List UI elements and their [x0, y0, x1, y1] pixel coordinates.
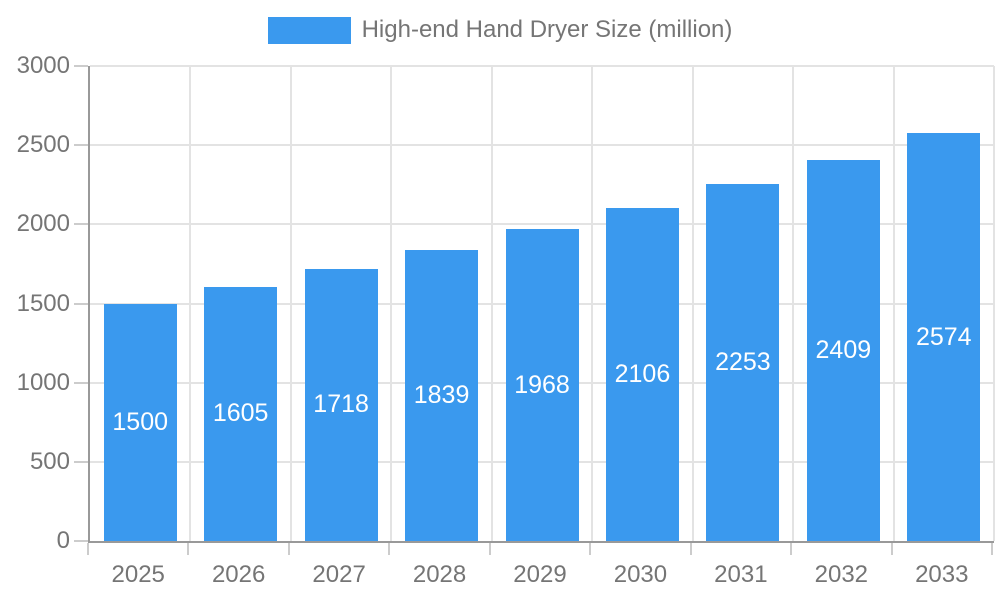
x-tick: [287, 543, 290, 555]
y-tick: [74, 144, 88, 147]
x-tick: [790, 543, 793, 555]
y-tick-label: 1500: [16, 289, 70, 317]
y-tick-label: 500: [29, 447, 70, 475]
legend-label: High-end Hand Dryer Size (million): [361, 16, 733, 43]
bar[interactable]: 1839: [405, 249, 479, 541]
x-tick-label: 2026: [211, 561, 266, 588]
x-tick-label: 2029: [513, 561, 567, 588]
x-tick: [589, 543, 592, 555]
bar-value-label: 1839: [413, 380, 470, 409]
plot-area: 1500 1605 1718 1839 1968 2106 2253 2409 2574: [88, 65, 995, 543]
bar[interactable]: 1500: [103, 303, 177, 541]
x-tick: [689, 543, 692, 555]
v-gridline: [892, 66, 895, 541]
x-tick: [388, 543, 391, 555]
bar[interactable]: 1605: [204, 286, 278, 541]
v-gridline: [792, 66, 795, 541]
bar-value-label: 1718: [313, 390, 369, 419]
bar-value-label: 2106: [614, 359, 671, 388]
v-gridline: [691, 66, 694, 541]
bar-value-label: 2253: [715, 348, 771, 377]
x-tick: [87, 543, 89, 555]
bar-value-label: 2409: [815, 335, 872, 364]
legend-swatch: [267, 16, 351, 44]
bar[interactable]: 2106: [605, 207, 679, 541]
bar-value-label: 1500: [112, 407, 169, 436]
v-gridline: [591, 66, 594, 541]
bar[interactable]: 2574: [907, 133, 981, 541]
h-gridline: [90, 144, 994, 147]
y-tick: [74, 65, 88, 67]
x-tick: [890, 543, 893, 555]
h-gridline: [90, 65, 994, 67]
x-tick-label: 2031: [714, 561, 768, 588]
y-tick: [74, 302, 88, 305]
y-tick: [74, 223, 88, 226]
v-gridline: [993, 66, 995, 541]
bar[interactable]: 1718: [304, 268, 378, 541]
x-tick-label: 2025: [111, 561, 165, 588]
bar-value-label: 1968: [514, 370, 570, 399]
bar-value-label: 2574: [915, 322, 972, 351]
v-gridline: [390, 66, 393, 541]
x-tick: [187, 543, 190, 555]
x-tick-label: 2033: [915, 561, 969, 588]
h-gridline: [90, 223, 994, 226]
v-gridline: [189, 66, 192, 541]
x-tick-label: 2027: [312, 561, 366, 588]
y-tick: [74, 460, 88, 463]
y-tick-label: 0: [56, 527, 70, 554]
x-tick: [991, 543, 993, 555]
y-tick-label: 1000: [16, 368, 70, 396]
x-tick: [488, 543, 491, 555]
x-tick-label: 2028: [412, 561, 467, 588]
v-gridline: [490, 66, 493, 541]
x-tick-label: 2030: [613, 561, 668, 588]
y-tick-label: 2500: [16, 131, 70, 159]
y-tick-label: 2000: [16, 210, 70, 238]
y-tick: [74, 381, 88, 384]
bar[interactable]: 1968: [505, 229, 579, 541]
bar-value-label: 1605: [212, 399, 269, 428]
y-tick: [74, 540, 88, 542]
bar[interactable]: 2253: [706, 184, 780, 541]
bar[interactable]: 2409: [806, 159, 880, 541]
x-tick-label: 2032: [814, 561, 869, 588]
y-tick-label: 3000: [16, 52, 70, 79]
legend[interactable]: High-end Hand Dryer Size (million): [0, 16, 1000, 44]
v-gridline: [289, 66, 292, 541]
